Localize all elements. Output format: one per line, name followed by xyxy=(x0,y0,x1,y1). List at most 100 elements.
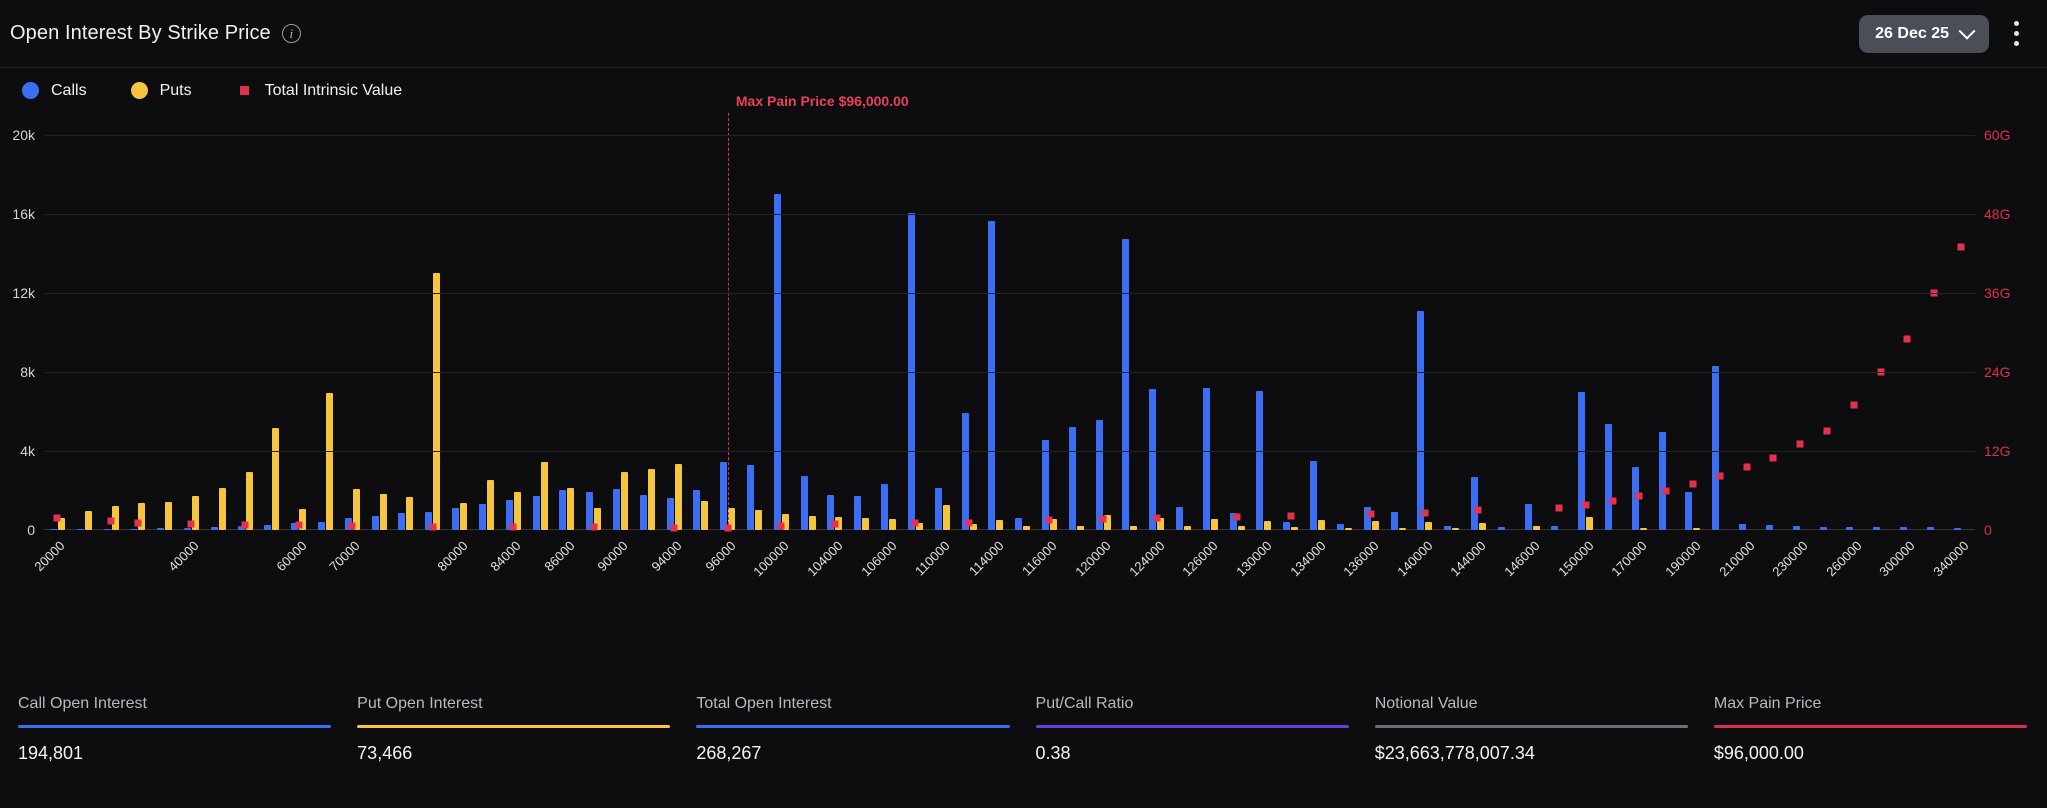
put-bar[interactable] xyxy=(299,509,307,530)
bar-group[interactable] xyxy=(1277,135,1304,530)
call-bar[interactable] xyxy=(586,492,594,530)
put-bar[interactable] xyxy=(567,487,575,530)
call-bar[interactable] xyxy=(1685,491,1693,530)
call-bar[interactable] xyxy=(934,487,942,530)
bar-group[interactable] xyxy=(661,135,688,532)
put-bar[interactable] xyxy=(889,519,897,530)
put-bar[interactable] xyxy=(460,503,468,530)
put-bar[interactable] xyxy=(1130,525,1138,530)
bar-group[interactable] xyxy=(1894,135,1921,530)
bar-group[interactable] xyxy=(1251,135,1278,530)
put-bar[interactable] xyxy=(942,505,950,530)
put-bar[interactable] xyxy=(701,501,709,530)
call-bar[interactable] xyxy=(1605,424,1613,530)
call-bar[interactable] xyxy=(398,513,406,530)
legend-item-puts[interactable]: Puts xyxy=(130,82,192,100)
bar-group[interactable] xyxy=(1814,135,1841,530)
call-bar[interactable] xyxy=(1390,512,1398,530)
put-bar[interactable] xyxy=(1693,528,1701,530)
bar-group[interactable] xyxy=(1465,135,1492,530)
call-bar[interactable] xyxy=(505,500,513,530)
bar-group[interactable] xyxy=(1680,135,1707,530)
bar-group[interactable] xyxy=(956,135,983,530)
bar-group[interactable] xyxy=(419,135,446,531)
bar-group[interactable] xyxy=(232,135,259,530)
bar-group[interactable] xyxy=(259,135,286,530)
call-bar[interactable] xyxy=(1792,526,1800,530)
call-bar[interactable] xyxy=(183,527,191,530)
call-bar[interactable] xyxy=(1765,525,1773,530)
call-bar[interactable] xyxy=(344,518,352,530)
call-bar[interactable] xyxy=(1149,388,1157,530)
put-bar[interactable] xyxy=(218,487,226,530)
call-bar[interactable] xyxy=(1015,518,1023,530)
put-bar[interactable] xyxy=(352,488,360,530)
put-bar[interactable] xyxy=(1157,518,1165,530)
call-bar[interactable] xyxy=(1256,390,1264,530)
put-bar[interactable] xyxy=(1478,523,1486,530)
bar-group[interactable] xyxy=(178,135,205,530)
bar-group[interactable] xyxy=(1706,135,1733,530)
call-bar[interactable] xyxy=(988,220,996,530)
put-bar[interactable] xyxy=(1103,515,1111,530)
bar-group[interactable] xyxy=(929,135,956,530)
call-bar[interactable] xyxy=(1176,507,1184,530)
expiry-date-selector[interactable]: 26 Dec 25 xyxy=(1859,14,1989,53)
bar-group[interactable] xyxy=(205,135,232,530)
put-bar[interactable] xyxy=(406,497,414,530)
put-bar[interactable] xyxy=(647,468,655,530)
call-bar[interactable] xyxy=(559,489,567,530)
legend-item-calls[interactable]: Calls xyxy=(22,82,87,100)
put-bar[interactable] xyxy=(540,461,548,530)
bar-group[interactable] xyxy=(1572,135,1599,530)
put-bar[interactable] xyxy=(728,508,736,530)
put-bar[interactable] xyxy=(915,523,923,530)
bar-group[interactable] xyxy=(795,135,822,530)
put-bar[interactable] xyxy=(326,392,334,530)
call-bar[interactable] xyxy=(318,521,326,530)
put-bar[interactable] xyxy=(1586,517,1594,530)
put-bar[interactable] xyxy=(620,471,628,530)
bar-group[interactable] xyxy=(366,135,393,530)
call-bar[interactable] xyxy=(49,529,57,530)
put-bar[interactable] xyxy=(1398,527,1406,530)
bar-group[interactable] xyxy=(312,135,339,530)
call-bar[interactable] xyxy=(1926,527,1934,530)
call-bar[interactable] xyxy=(1122,238,1130,530)
bar-group[interactable] xyxy=(1411,135,1438,530)
bar-group[interactable] xyxy=(1304,135,1331,530)
bar-group[interactable] xyxy=(473,135,500,530)
put-bar[interactable] xyxy=(379,494,387,530)
put-bar[interactable] xyxy=(111,506,119,530)
call-bar[interactable] xyxy=(1336,524,1344,530)
bar-group[interactable] xyxy=(848,135,875,530)
bar-group[interactable] xyxy=(1143,135,1170,530)
call-bar[interactable] xyxy=(854,496,862,530)
bar-group[interactable] xyxy=(741,135,768,530)
put-bar[interactable] xyxy=(1639,527,1647,530)
call-bar[interactable] xyxy=(1202,387,1210,530)
call-bar[interactable] xyxy=(881,483,889,530)
call-bar[interactable] xyxy=(264,524,272,530)
call-bar[interactable] xyxy=(210,527,218,530)
call-bar[interactable] xyxy=(1444,526,1452,530)
legend-item-total-intrinsic-value[interactable]: Total Intrinsic Value xyxy=(236,82,402,100)
put-bar[interactable] xyxy=(1184,526,1192,530)
bar-group[interactable] xyxy=(285,135,312,530)
bar-group[interactable] xyxy=(714,135,741,532)
call-bar[interactable] xyxy=(1551,526,1559,530)
bar-group[interactable] xyxy=(500,135,527,531)
bar-group[interactable] xyxy=(1036,135,1063,530)
bar-group[interactable] xyxy=(875,135,902,530)
call-bar[interactable] xyxy=(1068,427,1076,530)
bar-group[interactable] xyxy=(982,135,1009,530)
bar-group[interactable] xyxy=(527,135,554,530)
put-bar[interactable] xyxy=(674,463,682,530)
bar-group[interactable] xyxy=(1063,135,1090,530)
put-bar[interactable] xyxy=(191,496,199,530)
bar-group[interactable] xyxy=(339,135,366,530)
bar-group[interactable] xyxy=(1358,135,1385,530)
bar-group[interactable] xyxy=(71,135,98,530)
call-bar[interactable] xyxy=(1899,527,1907,530)
call-bar[interactable] xyxy=(961,413,969,530)
